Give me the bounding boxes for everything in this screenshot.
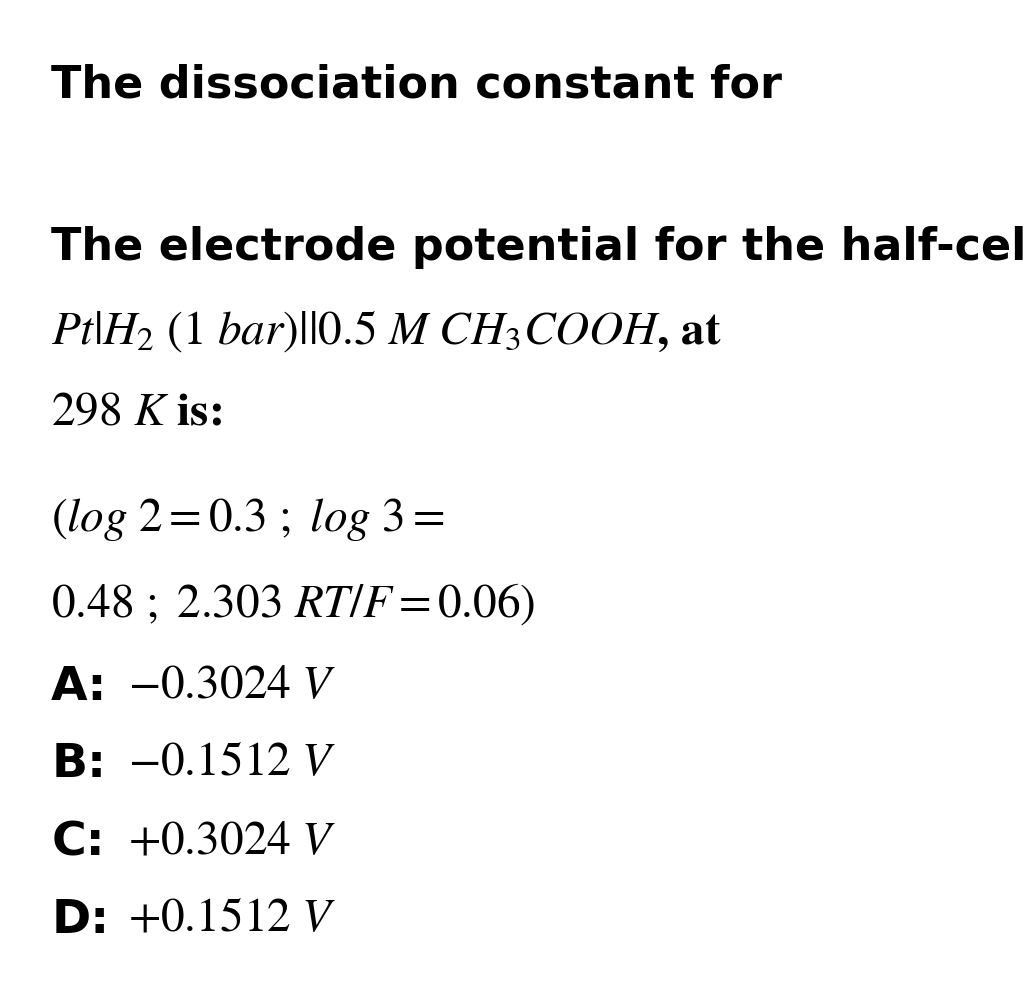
Text: $+0.1512\ \mathit{V}$: $+0.1512\ \mathit{V}$	[128, 899, 336, 941]
Text: $-0.3024\ \mathit{V}$: $-0.3024\ \mathit{V}$	[128, 666, 336, 708]
Text: $298\ \mathit{K}$ is:: $298\ \mathit{K}$ is:	[51, 393, 222, 435]
Text: The electrode potential for the half-cell:: The electrode potential for the half-cel…	[51, 225, 1024, 269]
Text: C:: C:	[51, 820, 104, 866]
Text: A:: A:	[51, 664, 108, 710]
Text: $+0.3024\ \mathit{V}$: $+0.3024\ \mathit{V}$	[128, 822, 336, 864]
Text: $0.48\ ;\ 2.303\ \mathit{RT}/\mathit{F} = 0.06)$: $0.48\ ;\ 2.303\ \mathit{RT}/\mathit{F} …	[51, 581, 536, 626]
Text: The dissociation constant for: The dissociation constant for	[51, 63, 782, 107]
Text: B:: B:	[51, 742, 106, 788]
Text: $\mathit{Pt}|\mathit{H}_2\ (1\ \mathit{bar})||0.5\ M\ \mathit{CH}_3\mathit{COOH}: $\mathit{Pt}|\mathit{H}_2\ (1\ \mathit{b…	[51, 308, 722, 354]
Text: $(\mathit{log}\ 2 = 0.3\ ;\ \mathit{log}\ 3 =$: $(\mathit{log}\ 2 = 0.3\ ;\ \mathit{log}…	[51, 496, 444, 544]
Text: D:: D:	[51, 897, 110, 943]
Text: $-0.1512\ \mathit{V}$: $-0.1512\ \mathit{V}$	[128, 744, 336, 786]
